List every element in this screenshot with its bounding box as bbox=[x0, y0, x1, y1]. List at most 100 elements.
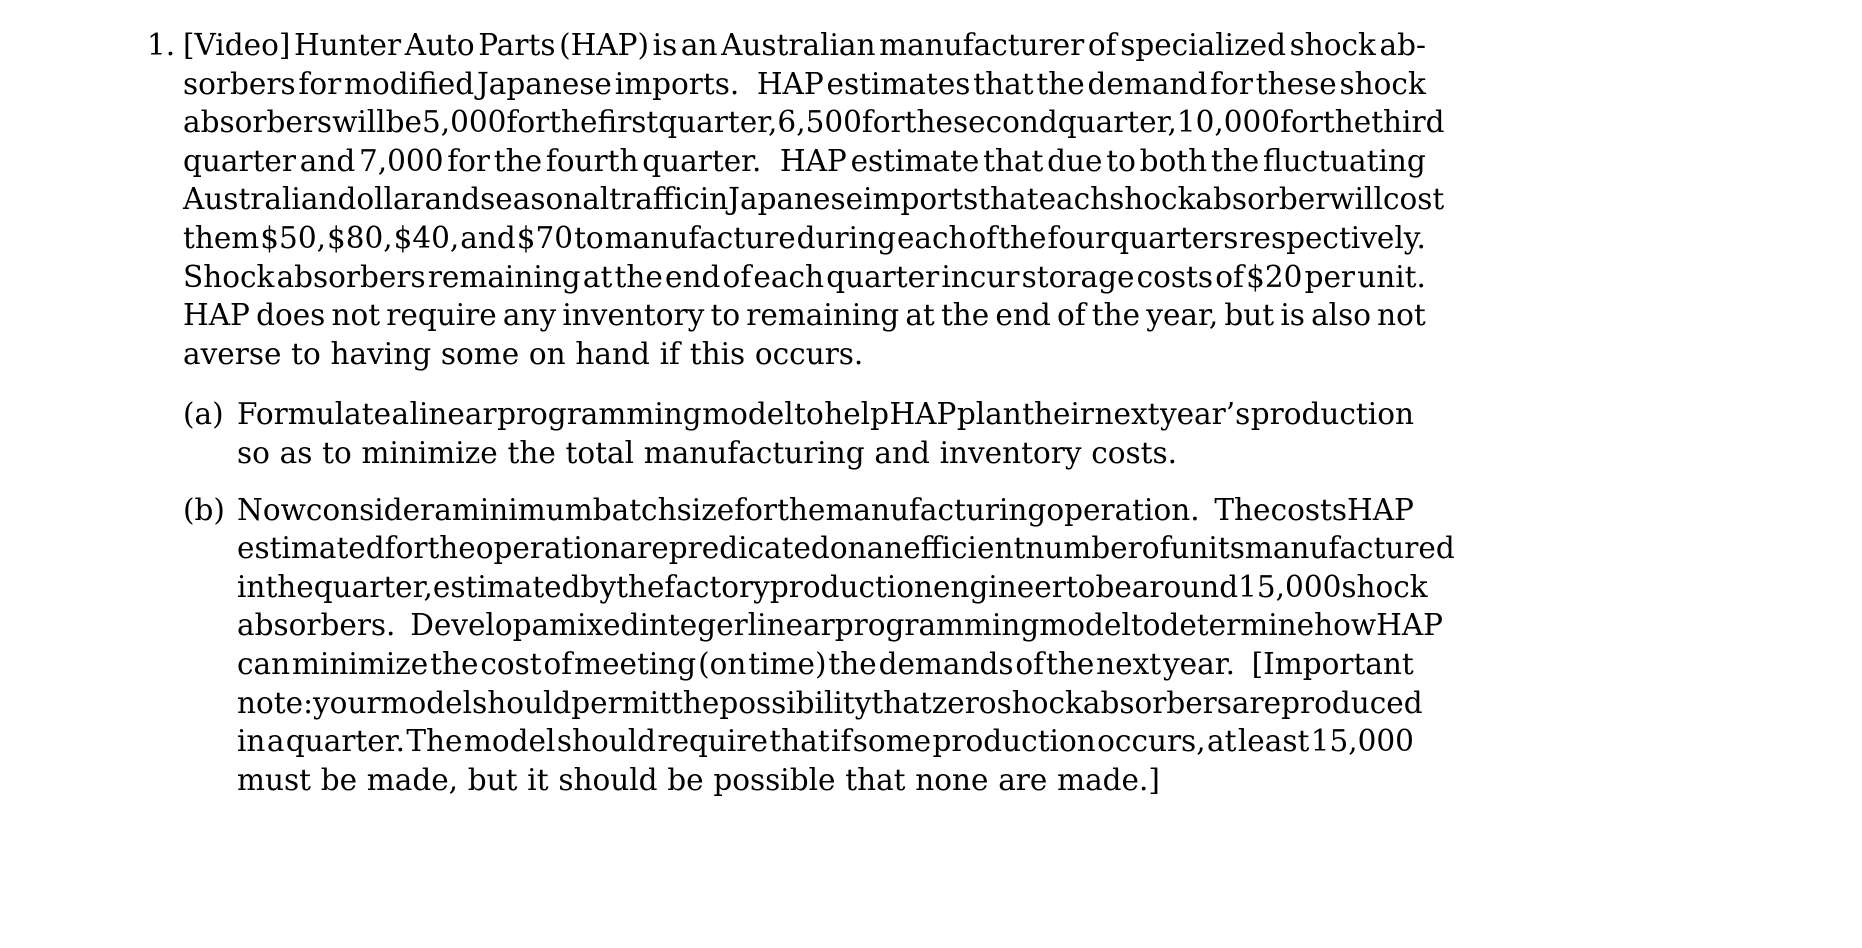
word: incur bbox=[941, 259, 1020, 294]
word: of bbox=[1087, 28, 1117, 62]
word: demands bbox=[878, 646, 1014, 681]
word: is bbox=[1280, 298, 1305, 333]
word: so bbox=[237, 435, 270, 470]
word: your bbox=[313, 685, 381, 720]
word: remaining bbox=[746, 298, 900, 333]
word: $20 bbox=[1246, 259, 1303, 294]
word: ab- bbox=[1379, 28, 1426, 62]
word: the bbox=[1036, 66, 1085, 101]
word: a bbox=[531, 608, 550, 643]
word: $40, bbox=[393, 220, 460, 255]
word: permit bbox=[571, 685, 671, 720]
word: be bbox=[1095, 569, 1132, 604]
word: operation bbox=[475, 531, 620, 566]
word: absorbers bbox=[276, 259, 426, 294]
word: that bbox=[983, 143, 1044, 178]
question-line: absorbers will be 5,000 for the first quarter, 6… bbox=[183, 103, 1444, 142]
word: the bbox=[671, 685, 720, 720]
word: minimize bbox=[292, 646, 429, 681]
word: Auto bbox=[404, 28, 475, 62]
word: of bbox=[1056, 298, 1086, 333]
word: but bbox=[1224, 298, 1275, 333]
word: cost bbox=[1382, 182, 1445, 217]
word: next bbox=[1094, 397, 1160, 432]
word: Japanese bbox=[728, 182, 864, 217]
word: meeting bbox=[574, 646, 697, 681]
word: size bbox=[676, 492, 735, 527]
word: the bbox=[777, 492, 826, 527]
word: averse bbox=[183, 336, 282, 371]
word: estimate bbox=[850, 143, 980, 178]
word: be bbox=[320, 762, 358, 797]
word: linear bbox=[747, 608, 835, 643]
word: due bbox=[1047, 143, 1103, 178]
word: any bbox=[502, 298, 557, 333]
word: $80, bbox=[326, 220, 393, 255]
word: to bbox=[710, 298, 741, 333]
question-row: 1. [Video] Hunter Auto Parts (HAP) is an Austra… bbox=[145, 26, 1862, 799]
word: Formulate bbox=[237, 397, 392, 432]
question-line: HAP does not require any inventory to remaining… bbox=[183, 296, 1426, 335]
word: the bbox=[1322, 105, 1372, 140]
word: to bbox=[291, 336, 321, 371]
word: possible bbox=[713, 762, 836, 797]
word: each bbox=[896, 220, 968, 255]
word: of bbox=[722, 259, 752, 294]
word: inventory bbox=[562, 298, 705, 333]
word: engineer bbox=[933, 569, 1066, 604]
word: zero bbox=[931, 685, 997, 720]
word: them bbox=[183, 220, 260, 255]
word: of bbox=[543, 646, 573, 681]
word: quarter. bbox=[642, 143, 777, 178]
question-line: quarter and 7,000 for the fourth quarter. HAP e… bbox=[183, 142, 1426, 181]
subpart-b: (b) Now consider a minimum batch size for the man… bbox=[183, 491, 1455, 800]
word: second bbox=[952, 105, 1058, 140]
word: predicated bbox=[668, 531, 830, 566]
word: $70 bbox=[516, 220, 574, 255]
word: an bbox=[680, 28, 718, 62]
word: on bbox=[528, 336, 566, 371]
subpart-line: estimated for the operation are predicated on a… bbox=[237, 529, 1455, 568]
question-body: [Video] Hunter Auto Parts (HAP) is an Australia… bbox=[183, 26, 1455, 800]
word: at bbox=[905, 298, 935, 333]
subparts-list: (a) Formulate a linear programming model to hel… bbox=[183, 395, 1455, 800]
word: 10,000 bbox=[1176, 105, 1281, 140]
word: and bbox=[460, 220, 516, 255]
word: that bbox=[973, 66, 1034, 101]
word: units bbox=[1170, 531, 1245, 566]
word: for bbox=[734, 492, 778, 527]
word: per bbox=[1304, 259, 1356, 294]
word: at bbox=[582, 259, 613, 294]
word: require bbox=[657, 724, 768, 759]
word: the bbox=[1210, 143, 1260, 178]
word: produced bbox=[1281, 685, 1423, 720]
word: total bbox=[565, 435, 635, 470]
word: (on bbox=[698, 646, 747, 681]
word: the bbox=[493, 143, 543, 178]
word: model bbox=[380, 685, 473, 720]
word: be bbox=[667, 762, 704, 797]
word: none bbox=[915, 762, 989, 797]
word: first bbox=[597, 105, 659, 140]
word: least bbox=[1237, 724, 1310, 759]
word: the bbox=[265, 569, 314, 604]
word: (HAP) bbox=[559, 28, 650, 62]
word: will bbox=[332, 105, 386, 140]
word: if bbox=[831, 724, 852, 759]
question-line: Shock absorbers remaining at the end of each qua… bbox=[183, 258, 1426, 297]
word: Australian bbox=[721, 28, 876, 62]
word: a bbox=[266, 724, 285, 759]
word: $50, bbox=[260, 220, 326, 255]
question-line: [Video] Hunter Auto Parts (HAP) is an Australia… bbox=[183, 26, 1426, 65]
word: costs bbox=[1270, 492, 1347, 527]
word: both bbox=[1139, 143, 1208, 178]
word: quarter. bbox=[285, 724, 405, 759]
word: occurs, bbox=[1097, 724, 1206, 759]
word: for bbox=[298, 66, 342, 101]
word: and bbox=[299, 143, 356, 178]
word: unit. bbox=[1357, 259, 1426, 294]
word: quarter, bbox=[658, 105, 778, 140]
word: the bbox=[828, 646, 877, 681]
word: should bbox=[558, 762, 658, 797]
subpart-line: in the quarter, estimated by the factory produc… bbox=[237, 568, 1428, 607]
